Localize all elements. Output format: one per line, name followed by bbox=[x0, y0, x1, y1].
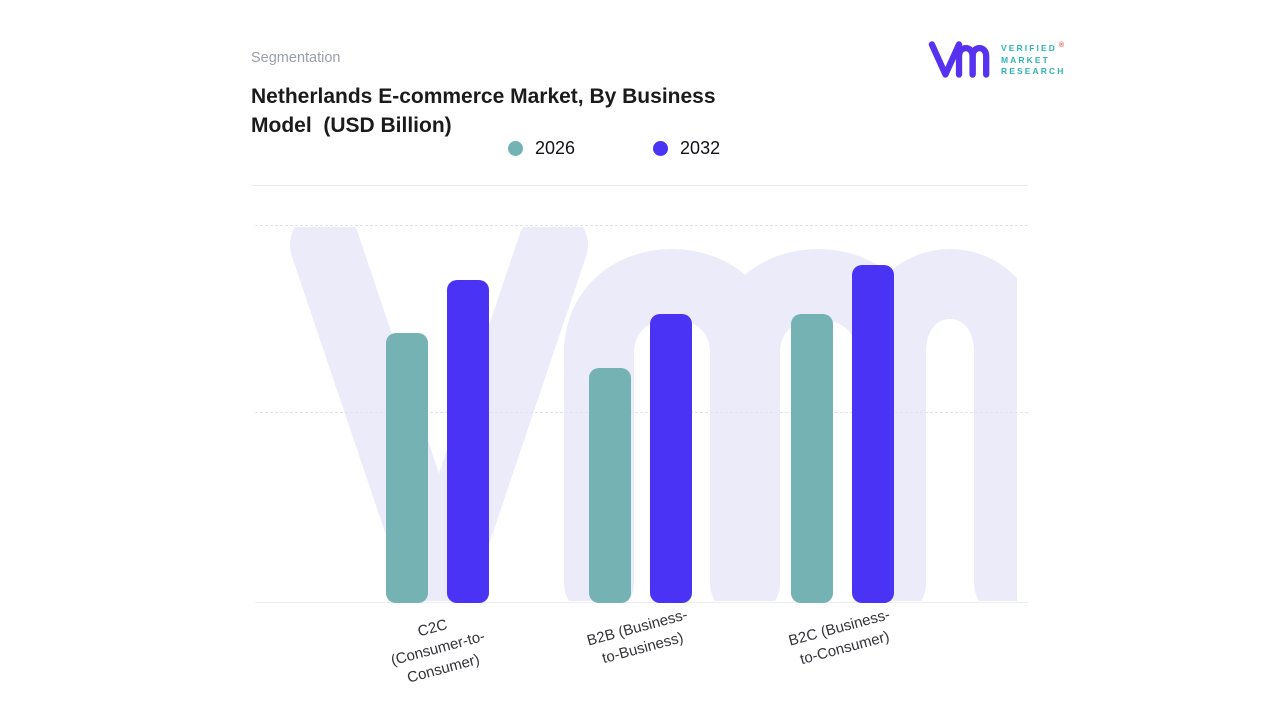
header-divider bbox=[251, 185, 1028, 186]
gridline-middle bbox=[255, 412, 1028, 414]
bar-b2c-2026 bbox=[790, 314, 833, 603]
vmr-logo-mark-icon bbox=[928, 41, 990, 78]
legend-label-2026: 2026 bbox=[535, 138, 576, 158]
gridline-top bbox=[255, 225, 1028, 226]
x-axis-label-c2c: C2C (Consumer-to-Consumer) bbox=[389, 616, 487, 687]
vmr-watermark-icon bbox=[290, 227, 1017, 601]
registered-trademark: ® bbox=[1059, 42, 1065, 50]
logo-line-verified: VERIFIED ® bbox=[1001, 42, 1065, 54]
bar-chart: C2C (Consumer-to-Consumer) B2B (Business-… bbox=[255, 225, 1028, 687]
x-axis-line bbox=[255, 602, 1028, 603]
vmr-logo-text: VERIFIED ® MARKET RESEARCH bbox=[1001, 40, 1066, 78]
vm-monogram bbox=[928, 41, 990, 78]
legend-label-2032: 2032 bbox=[680, 138, 721, 158]
chart-title-line-1: Netherlands E-commerce Market, By Busine… bbox=[251, 85, 716, 108]
logo-line-market: MARKET bbox=[1001, 54, 1050, 65]
bar-b2b-2032 bbox=[649, 314, 692, 603]
bar-b2c-2032 bbox=[851, 265, 894, 603]
chart-title-line-2: Model (USD Billion) bbox=[251, 114, 452, 137]
bar-c2c-2026 bbox=[386, 333, 429, 603]
chart-legend: 2026 2032 bbox=[508, 138, 720, 159]
logo-line-research: RESEARCH bbox=[1001, 66, 1066, 77]
bar-b2b-2026 bbox=[588, 368, 631, 603]
segmentation-label: Segmentation bbox=[251, 50, 341, 66]
chart-title: Netherlands E-commerce Market, By Busine… bbox=[251, 82, 716, 140]
bar-c2c-2032 bbox=[447, 280, 490, 603]
x-axis-label-b2c: B2C (Business-to-Consumer) bbox=[786, 606, 892, 669]
legend-swatch-2032-icon bbox=[653, 141, 669, 156]
x-axis-label-b2b: B2B (Business-to-Business) bbox=[585, 606, 690, 668]
legend-item-2032: 2032 bbox=[653, 138, 720, 159]
legend-swatch-2026-icon bbox=[508, 141, 523, 156]
legend-item-2026: 2026 bbox=[508, 138, 575, 159]
x-axis-labels: C2C (Consumer-to-Consumer) B2B (Business-… bbox=[255, 603, 1028, 713]
vmr-logo: VERIFIED ® MARKET RESEARCH bbox=[928, 36, 1066, 82]
